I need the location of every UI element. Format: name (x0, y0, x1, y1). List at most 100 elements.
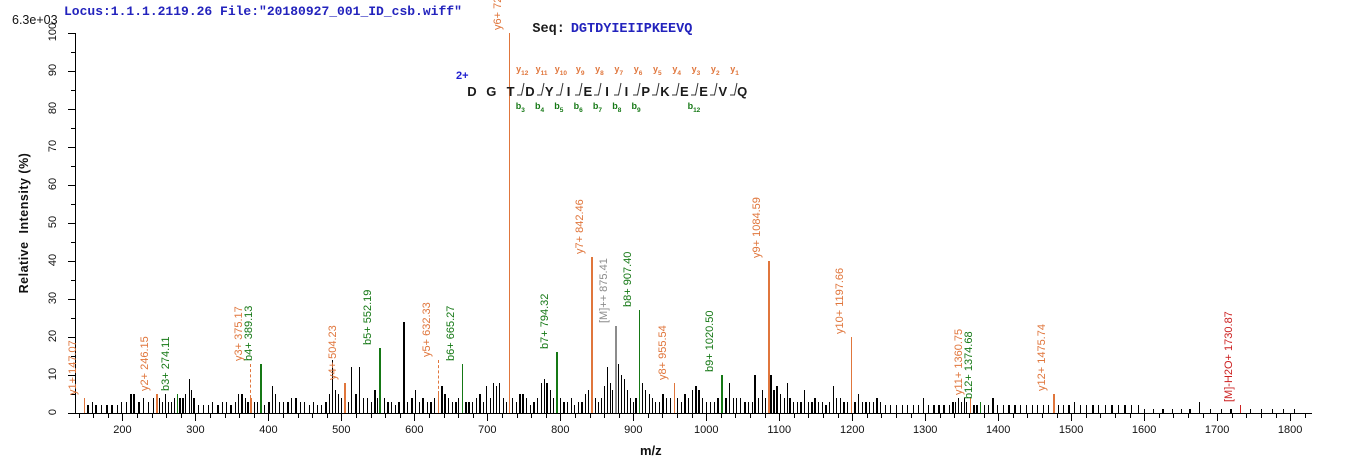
y-tick-label: 90 (47, 63, 59, 77)
x-tick-label: 1500 (1058, 424, 1084, 436)
y-major-tick (68, 223, 75, 224)
spectrum-peak (996, 405, 999, 413)
y-ion-tag: y2 (710, 64, 720, 77)
spectrum-peak (1271, 409, 1274, 413)
x-minor-tick (968, 414, 970, 418)
fragment-boundary-mark (613, 82, 622, 96)
locus-file-header: Locus:1.1.1.2119.26 File:"20180927_001_I… (64, 4, 462, 19)
spectrum-peak (604, 386, 606, 413)
y-axis-title: Relative Intensity (%) (17, 152, 31, 294)
spectrum-peak (817, 401, 820, 413)
b-ion-tag: b8 (612, 101, 622, 114)
x-minor-tick (282, 414, 284, 418)
peak-label: y1+ 147.07 (66, 340, 79, 395)
spectrum-peak (709, 401, 712, 413)
y-tick-label: 0 (47, 408, 59, 416)
spectrum-peak (1260, 409, 1263, 413)
spectrum-peak (1025, 405, 1028, 413)
x-tick-label: 1200 (839, 424, 865, 436)
spectrum-peak (455, 401, 457, 413)
x-minor-tick (604, 414, 606, 418)
spectrum-peak (519, 394, 521, 413)
peak-label: y9+ 1084.59 (751, 197, 763, 258)
spectrum-peak (620, 375, 623, 413)
b-ion-tag: b5 (554, 101, 564, 114)
spectrum-peak (607, 367, 609, 413)
spectrum-peak (1079, 405, 1082, 413)
x-tick-label: 1400 (985, 424, 1011, 436)
sequence-residue: D (467, 84, 477, 99)
spectrum-peak (334, 390, 337, 413)
spectrum-peak (570, 397, 572, 413)
spectrum-peak (237, 394, 240, 413)
x-minor-tick (1114, 414, 1116, 418)
x-axis-title: m/z (640, 443, 662, 458)
spectrum-peak (264, 405, 266, 413)
x-minor-tick (107, 414, 109, 418)
spectrum-peak (1047, 405, 1050, 413)
b-ion-tag: b7 (592, 101, 602, 114)
y-minor-tick (71, 242, 75, 243)
x-major-tick (1071, 414, 1073, 421)
x-major-tick (195, 414, 197, 421)
sequence-residue: K (660, 84, 670, 99)
spectrum-peak (253, 401, 256, 413)
spectrum-peak (340, 397, 342, 413)
spectrum-peak (245, 397, 247, 413)
spectrum-peak (992, 397, 994, 413)
peak-label: y6+ 729.38 (491, 0, 504, 30)
peak-label: b12+ 1374.68 (962, 330, 975, 399)
spectrum-peak (655, 401, 657, 413)
spectrum-peak (543, 378, 545, 413)
spectrum-peak (736, 397, 738, 413)
spectrum-peak (609, 382, 612, 413)
y-ion-tag: y6 (633, 64, 643, 77)
spectrum-peak (540, 382, 542, 413)
peak-label: y5+ 632.33 (420, 302, 433, 357)
spectrum-peak (407, 401, 409, 413)
spectrum-peak (688, 397, 690, 413)
spectrum-peak (804, 390, 806, 413)
spectrum-peak (698, 390, 700, 413)
spectrum-peak (282, 401, 285, 413)
spectrum-peak (644, 390, 647, 413)
spectrum-peak (635, 397, 637, 413)
spectrum-peak (496, 386, 498, 413)
x-tick-label: 200 (113, 424, 132, 436)
b-ion-tag: b9 (631, 101, 641, 114)
spectrum-peak (879, 401, 882, 413)
x-major-tick (706, 414, 708, 421)
spectrum-peak (370, 401, 372, 413)
spectrum-peak (1058, 405, 1060, 413)
x-minor-tick (764, 414, 766, 418)
spectrum-peak (374, 390, 376, 413)
x-minor-tick (385, 414, 387, 418)
annotated-peak-y6 (508, 33, 511, 413)
peak-label: b6+ 665.27 (444, 305, 457, 361)
x-minor-tick (750, 414, 752, 418)
x-minor-tick (691, 414, 693, 418)
spectrum-peak (95, 405, 97, 413)
spectrum-peak (111, 405, 113, 413)
spectrum-peak (966, 401, 968, 413)
x-minor-tick (501, 414, 503, 418)
spectrum-peak (1036, 405, 1039, 413)
x-minor-tick (428, 414, 430, 418)
annotated-peak-y9 (768, 261, 770, 413)
spectrum-peak (130, 394, 132, 413)
annotated-peak-y4 (344, 382, 346, 413)
x-minor-tick (1304, 414, 1306, 418)
x-minor-tick (589, 414, 591, 418)
spectrum-peak (594, 397, 596, 413)
y-major-tick (68, 261, 75, 262)
fragment-boundary-mark (594, 82, 602, 96)
x-minor-tick (910, 414, 912, 418)
spectrum-peak (566, 401, 569, 413)
spectrum-peak (861, 401, 863, 413)
spectrum-peak (207, 405, 210, 413)
x-minor-tick (531, 414, 533, 418)
spectrum-peak (776, 386, 778, 413)
fragment-boundary-mark (536, 82, 545, 96)
x-minor-tick (472, 414, 474, 418)
